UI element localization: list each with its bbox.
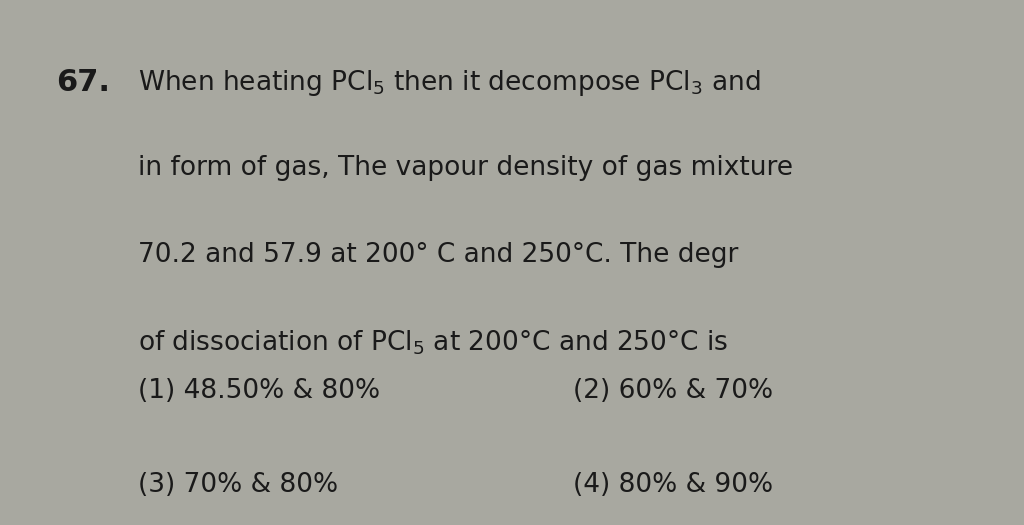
Text: 67.: 67.: [56, 68, 111, 97]
Text: of dissociation of PCl$_5$ at 200°C and 250°C is: of dissociation of PCl$_5$ at 200°C and …: [138, 328, 729, 356]
Text: When heating PCl$_5$ then it decompose PCl$_3$ and: When heating PCl$_5$ then it decompose P…: [138, 68, 761, 98]
Text: in form of gas, The vapour density of gas mixture: in form of gas, The vapour density of ga…: [138, 155, 794, 181]
Text: (4) 80% & 90%: (4) 80% & 90%: [573, 472, 773, 499]
Text: (3) 70% & 80%: (3) 70% & 80%: [138, 472, 338, 499]
Text: (1) 48.50% & 80%: (1) 48.50% & 80%: [138, 378, 380, 404]
Text: (2) 60% & 70%: (2) 60% & 70%: [573, 378, 773, 404]
Text: 70.2 and 57.9 at 200° C and 250°C. The degr: 70.2 and 57.9 at 200° C and 250°C. The d…: [138, 242, 738, 268]
